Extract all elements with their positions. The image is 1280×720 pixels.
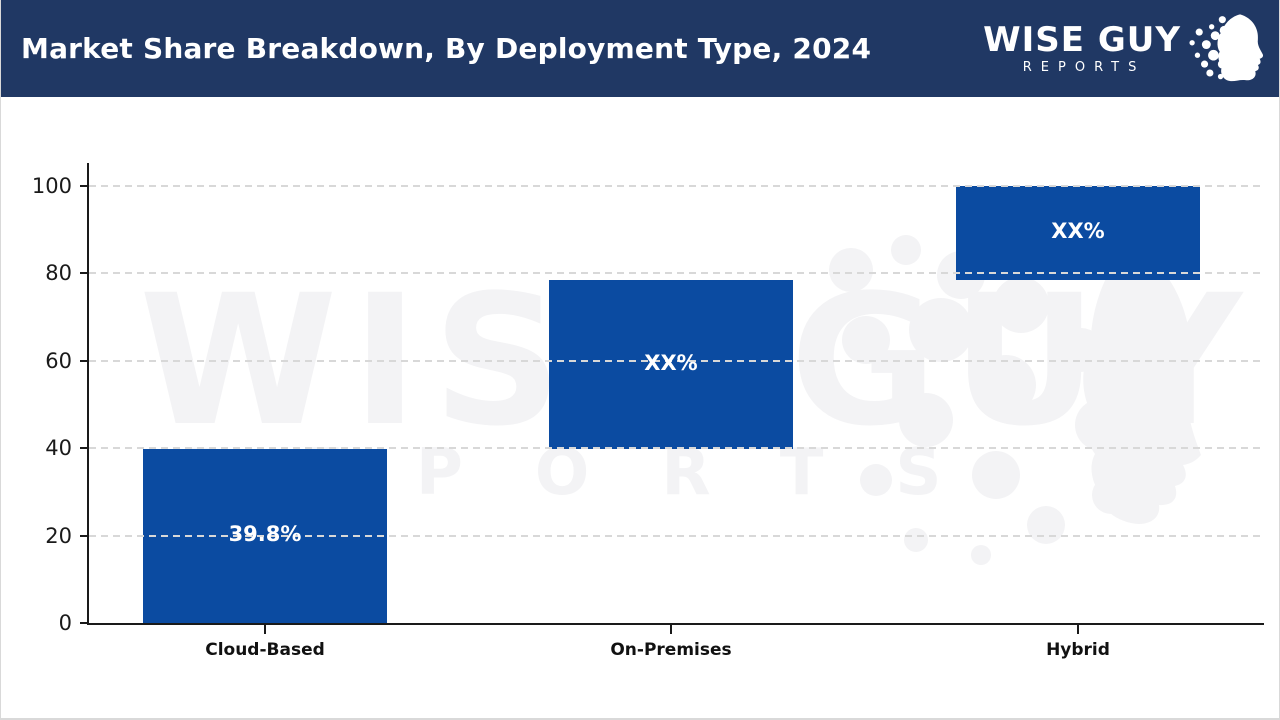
bar-value-label: 39.8% (228, 522, 302, 547)
x-category-label: Cloud-Based (205, 640, 325, 660)
logo-subtitle: REPORTS (1022, 59, 1146, 75)
x-category-label: On-Premises (610, 640, 732, 660)
x-tick-2 (1077, 625, 1079, 634)
x-category-label: Hybrid (1046, 640, 1110, 660)
y-axis (87, 163, 89, 625)
gridline-100 (89, 185, 1264, 187)
gridline-60 (89, 359, 1264, 362)
y-tick-100 (80, 185, 89, 187)
y-tick-0 (80, 622, 89, 624)
y-tick-label-40: 40 (45, 436, 72, 461)
y-tick-40 (80, 447, 89, 450)
bar-on-premises (549, 279, 793, 450)
logo: WISE GUY REPORTS (983, 7, 1265, 91)
bar-value-label: XX% (1051, 218, 1105, 243)
bar-value-label: XX% (644, 350, 698, 375)
y-tick-80 (80, 272, 89, 275)
logo-face-icon (1189, 13, 1264, 81)
x-tick-1 (670, 625, 672, 634)
y-tick-label-60: 60 (45, 348, 72, 373)
y-tick-20 (80, 534, 89, 537)
y-tick-label-100: 100 (31, 174, 72, 198)
y-tick-label-0: 0 (58, 611, 72, 635)
x-tick-0 (264, 625, 266, 634)
chart-title: Market Share Breakdown, By Deployment Ty… (21, 32, 872, 65)
logo-text: WISE GUY REPORTS (983, 23, 1181, 75)
x-axis (89, 623, 1264, 625)
y-tick-label-20: 20 (45, 523, 72, 548)
y-tick-label-80: 80 (45, 261, 72, 286)
gridline-80 (89, 272, 1264, 275)
bar-hybrid (956, 186, 1200, 280)
watermark-face-icon (829, 235, 1201, 565)
gridline-40 (89, 447, 1264, 450)
y-tick-60 (80, 359, 89, 362)
header-bar: Market Share Breakdown, By Deployment Ty… (1, 0, 1279, 97)
logo-wordmark: WISE GUY (983, 19, 1181, 60)
gridline-20 (89, 534, 1264, 537)
